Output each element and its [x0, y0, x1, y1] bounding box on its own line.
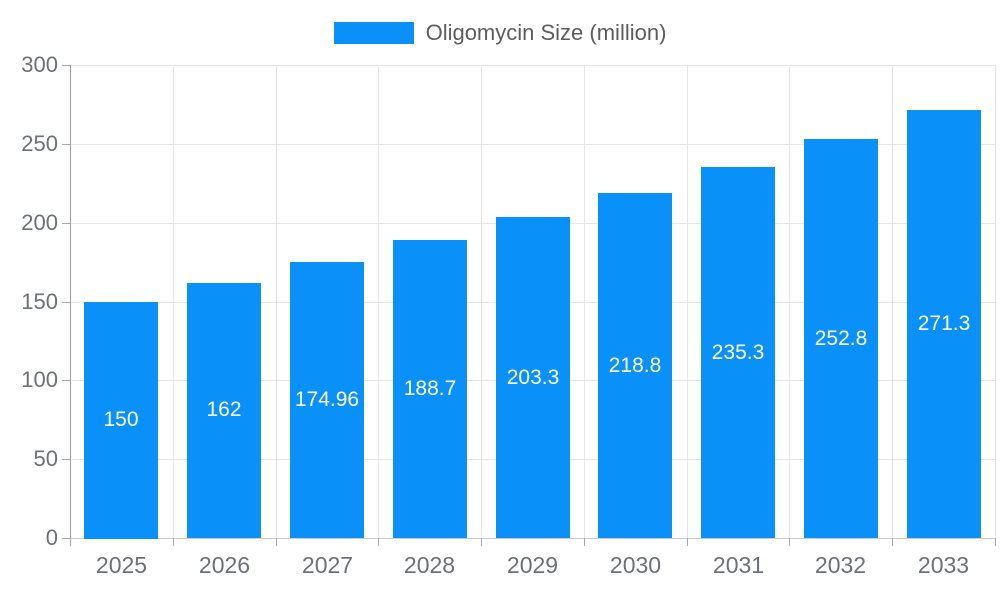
bar-2032[interactable]: [804, 139, 878, 538]
y-axis-tick-label: 200: [21, 210, 58, 235]
x-axis-tick: [584, 538, 585, 546]
bar-2028[interactable]: [393, 240, 467, 538]
x-axis-tick-label: 2028: [403, 552, 456, 578]
gridline-vertical: [892, 65, 893, 538]
gridline-horizontal: [70, 144, 995, 145]
gridline-vertical: [584, 65, 585, 538]
legend[interactable]: Oligomycin Size (million): [0, 18, 1000, 48]
y-axis-tick: [62, 302, 70, 303]
x-axis-tick: [789, 538, 790, 546]
gridline-vertical: [173, 65, 174, 538]
gridline-vertical: [378, 65, 379, 538]
y-axis-tick-label: 50: [33, 446, 58, 471]
y-axis-tick: [62, 223, 70, 224]
x-axis-tick: [173, 538, 174, 546]
x-axis-tick: [378, 538, 379, 546]
gridline-vertical: [687, 65, 688, 538]
bar-2026[interactable]: [187, 283, 261, 538]
x-axis-tick-label: 2032: [814, 552, 867, 578]
y-axis-line: [70, 65, 71, 538]
bar-2027[interactable]: [290, 262, 364, 538]
x-axis-line: [70, 538, 995, 539]
y-axis-tick-label: 100: [21, 367, 58, 392]
bar-2033[interactable]: [907, 110, 981, 538]
x-axis-tick: [995, 538, 996, 546]
legend-label: Oligomycin Size (million): [425, 20, 667, 45]
x-axis-tick-label: 2029: [506, 552, 559, 578]
y-axis-tick: [62, 538, 70, 539]
x-axis-tick: [70, 538, 71, 546]
x-axis-tick-label: 2026: [198, 552, 251, 578]
x-axis-tick: [481, 538, 482, 546]
y-axis-tick-label: 300: [21, 52, 58, 77]
x-axis-tick-label: 2033: [917, 552, 970, 578]
bar-2031[interactable]: [701, 167, 775, 538]
gridline-vertical: [995, 65, 996, 538]
gridline-horizontal: [70, 65, 995, 66]
x-axis-tick-label: 2030: [609, 552, 662, 578]
x-axis-tick: [892, 538, 893, 546]
x-axis-tick-label: 2027: [301, 552, 354, 578]
gridline-vertical: [789, 65, 790, 538]
y-axis-tick: [62, 144, 70, 145]
y-axis-tick-label: 250: [21, 131, 58, 156]
bar-2029[interactable]: [496, 217, 570, 538]
x-axis-tick-label: 2025: [95, 552, 148, 578]
bar-2025[interactable]: [84, 302, 158, 539]
x-axis-tick: [276, 538, 277, 546]
y-axis-tick: [62, 65, 70, 66]
bar-2030[interactable]: [598, 193, 672, 538]
gridline-vertical: [276, 65, 277, 538]
y-axis-tick-label: 150: [21, 289, 58, 314]
y-axis-tick-label: 0: [45, 525, 58, 550]
y-axis-tick: [62, 459, 70, 460]
x-axis-tick-label: 2031: [712, 552, 765, 578]
x-axis-tick: [687, 538, 688, 546]
legend-swatch: [333, 22, 414, 44]
gridline-vertical: [481, 65, 482, 538]
y-axis-tick: [62, 380, 70, 381]
